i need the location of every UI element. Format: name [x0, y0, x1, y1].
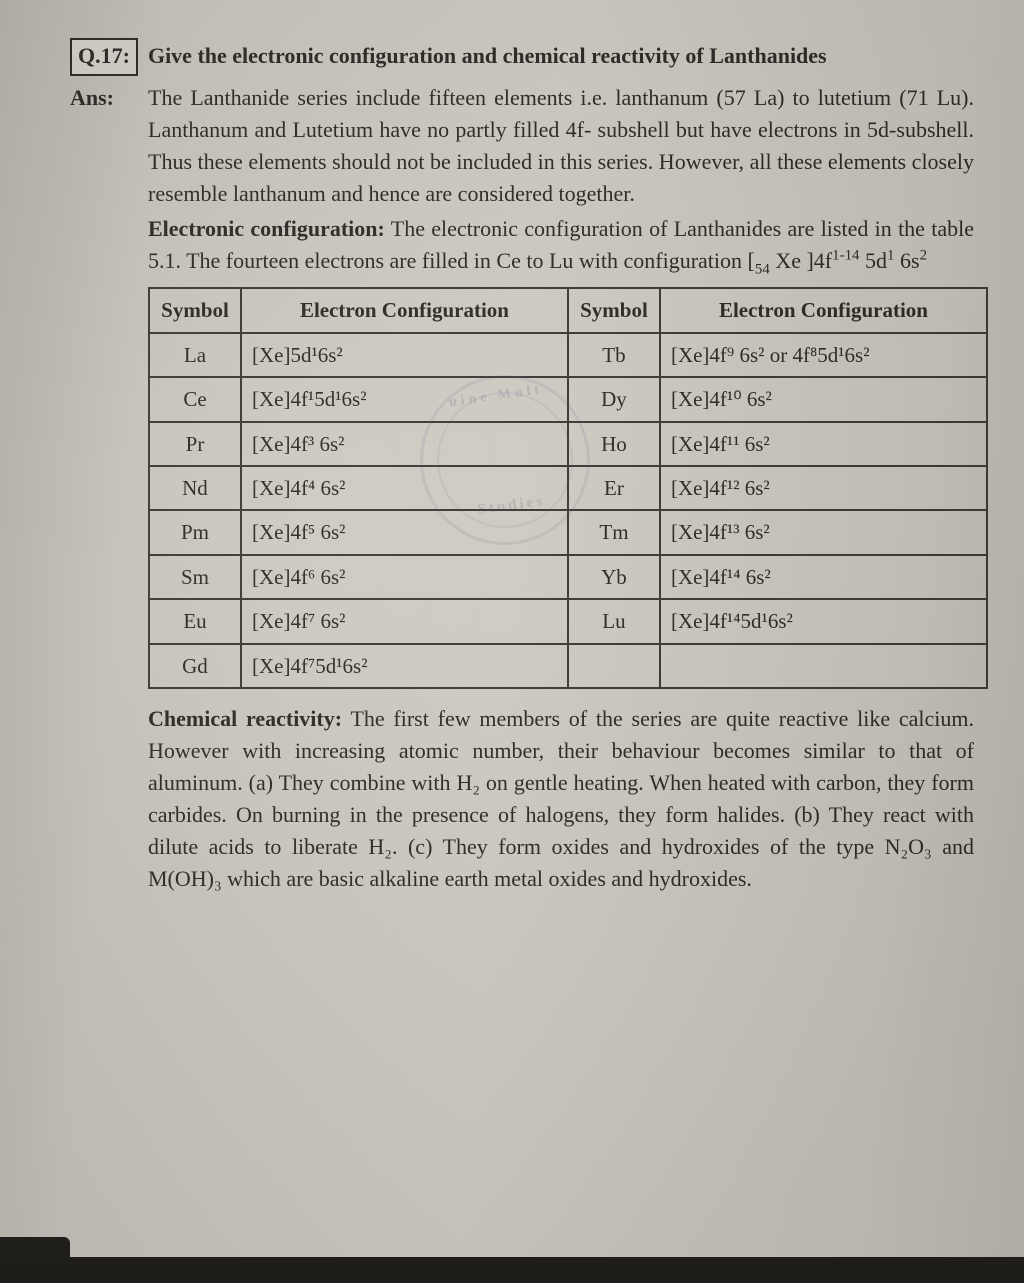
table-row: Ce[Xe]4f¹5d¹6s²Dy[Xe]4f¹⁰ 6s² — [149, 377, 987, 421]
electronic-config-tail: Xe ]4f — [770, 248, 832, 273]
answer-label: Ans: — [70, 82, 148, 210]
cell-sym: Sm — [149, 555, 241, 599]
f-5d: 5d — [860, 248, 888, 273]
cell-sym: Yb — [568, 555, 660, 599]
answer-body-1: The Lanthanide series include fifteen el… — [148, 82, 974, 210]
cell-conf: [Xe]4f¹⁰ 6s² — [660, 377, 987, 421]
table-header-row: Symbol Electron Configuration Symbol Ele… — [149, 288, 987, 332]
electron-config-table: Symbol Electron Configuration Symbol Ele… — [148, 287, 988, 689]
cell-sym: Er — [568, 466, 660, 510]
table-row: Pm[Xe]4f⁵ 6s²Tm[Xe]4f¹³ 6s² — [149, 510, 987, 554]
d-sup: 1 — [887, 248, 894, 264]
cell-sym: Gd — [149, 644, 241, 688]
table-row: Sm[Xe]4f⁶ 6s²Yb[Xe]4f¹⁴ 6s² — [149, 555, 987, 599]
table-row: Pr[Xe]4f³ 6s²Ho[Xe]4f¹¹ 6s² — [149, 422, 987, 466]
cell-conf: [Xe]4f⁹ 6s² or 4f⁸5d¹6s² — [660, 333, 987, 377]
s-sup: 2 — [920, 248, 927, 264]
answer-para-2: Electronic configuration: The electronic… — [70, 213, 974, 277]
table-row: Nd[Xe]4f⁴ 6s²Er[Xe]4f¹² 6s² — [149, 466, 987, 510]
cell-conf: [Xe]4f¹¹ 6s² — [660, 422, 987, 466]
cell-sym: Tm — [568, 510, 660, 554]
page: Q.17: Give the electronic configuration … — [0, 0, 1024, 1283]
cell-conf: [Xe]5d¹6s² — [241, 333, 568, 377]
cell-sym: Pr — [149, 422, 241, 466]
question-line: Q.17: Give the electronic configuration … — [70, 38, 974, 76]
cell-sym: La — [149, 333, 241, 377]
cell-conf: [Xe]4f⁶ 6s² — [241, 555, 568, 599]
answer-para-1: Ans: The Lanthanide series include fifte… — [70, 82, 974, 210]
cell-conf: [Xe]4f⁵ 6s² — [241, 510, 568, 554]
cell-conf: [Xe]4f¹5d¹6s² — [241, 377, 568, 421]
table-row: Gd[Xe]4f⁷5d¹6s² — [149, 644, 987, 688]
th-symbol-2: Symbol — [568, 288, 660, 332]
cell-conf: [Xe]4f³ 6s² — [241, 422, 568, 466]
table-body: La[Xe]5d¹6s²Tb[Xe]4f⁹ 6s² or 4f⁸5d¹6s² C… — [149, 333, 987, 689]
chemical-reactivity-head: Chemical reactivity: — [148, 706, 342, 731]
f-6s: 6s — [895, 248, 920, 273]
chemical-reactivity-body: The first few members of the series are … — [148, 706, 974, 890]
cell-sym: Dy — [568, 377, 660, 421]
cell-sym: Ce — [149, 377, 241, 421]
table-row: Eu[Xe]4f⁷ 6s²Lu[Xe]4f¹⁴5d¹6s² — [149, 599, 987, 643]
cell-conf: [Xe]4f⁷ 6s² — [241, 599, 568, 643]
th-symbol-1: Symbol — [149, 288, 241, 332]
table-row: La[Xe]5d¹6s²Tb[Xe]4f⁹ 6s² or 4f⁸5d¹6s² — [149, 333, 987, 377]
question-text: Give the electronic configuration and ch… — [148, 40, 827, 72]
question-number: Q.17: — [70, 38, 138, 76]
xe-sub: 54 — [755, 262, 770, 278]
cell-conf: [Xe]4f⁷5d¹6s² — [241, 644, 568, 688]
electronic-config-head: Electronic configuration: — [148, 216, 385, 241]
cell-sym: Pm — [149, 510, 241, 554]
cell-conf: [Xe]4f⁴ 6s² — [241, 466, 568, 510]
cell-conf: [Xe]4f¹² 6s² — [660, 466, 987, 510]
cell-sym: Tb — [568, 333, 660, 377]
chemical-reactivity-para: Chemical reactivity: The first few membe… — [70, 703, 974, 894]
th-config-2: Electron Configuration — [660, 288, 987, 332]
f-sup: 1-14 — [832, 248, 859, 264]
cell-sym: Eu — [149, 599, 241, 643]
cell-conf: [Xe]4f¹³ 6s² — [660, 510, 987, 554]
th-config-1: Electron Configuration — [241, 288, 568, 332]
cell-conf: [Xe]4f¹⁴ 6s² — [660, 555, 987, 599]
cell-conf: [Xe]4f¹⁴5d¹6s² — [660, 599, 987, 643]
cell-sym — [568, 644, 660, 688]
cell-sym: Lu — [568, 599, 660, 643]
cell-sym: Nd — [149, 466, 241, 510]
page-bottom-edge — [0, 1257, 1024, 1283]
cell-sym: Ho — [568, 422, 660, 466]
cell-conf — [660, 644, 987, 688]
